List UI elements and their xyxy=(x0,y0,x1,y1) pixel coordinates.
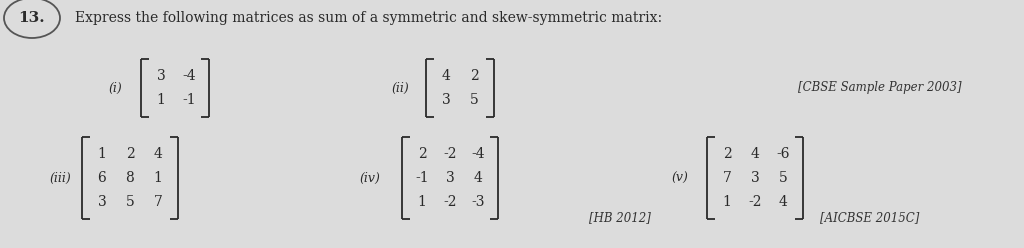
Text: 1: 1 xyxy=(154,171,163,185)
Text: -1: -1 xyxy=(182,93,196,107)
Text: 1: 1 xyxy=(97,147,106,161)
Text: 4: 4 xyxy=(441,69,451,83)
Text: 3: 3 xyxy=(441,93,451,107)
Text: 3: 3 xyxy=(97,195,106,209)
Text: [AICBSE 2015C]: [AICBSE 2015C] xyxy=(820,212,920,224)
Text: 2: 2 xyxy=(126,147,134,161)
Text: -2: -2 xyxy=(443,147,457,161)
Text: 3: 3 xyxy=(751,171,760,185)
Text: [HB 2012]: [HB 2012] xyxy=(589,212,651,224)
Text: [CBSE Sample Paper 2003]: [CBSE Sample Paper 2003] xyxy=(798,82,962,94)
Text: (ii): (ii) xyxy=(391,82,409,94)
Text: 1: 1 xyxy=(157,93,166,107)
Text: (iii): (iii) xyxy=(49,172,71,185)
Text: 5: 5 xyxy=(126,195,134,209)
Text: 4: 4 xyxy=(154,147,163,161)
Text: 4: 4 xyxy=(473,171,482,185)
Text: 2: 2 xyxy=(470,69,478,83)
Text: -4: -4 xyxy=(182,69,196,83)
Text: (i): (i) xyxy=(109,82,122,94)
Text: -1: -1 xyxy=(415,171,429,185)
Text: 4: 4 xyxy=(751,147,760,161)
Text: 3: 3 xyxy=(445,171,455,185)
Text: 7: 7 xyxy=(154,195,163,209)
Text: (v): (v) xyxy=(672,172,688,185)
Text: 8: 8 xyxy=(126,171,134,185)
Text: 4: 4 xyxy=(778,195,787,209)
Text: 2: 2 xyxy=(418,147,426,161)
Text: 6: 6 xyxy=(97,171,106,185)
Text: 7: 7 xyxy=(723,171,731,185)
Text: 5: 5 xyxy=(470,93,478,107)
Text: 5: 5 xyxy=(778,171,787,185)
Text: -6: -6 xyxy=(776,147,790,161)
Text: 13.: 13. xyxy=(18,11,45,25)
Text: 1: 1 xyxy=(723,195,731,209)
Text: (iv): (iv) xyxy=(359,172,381,185)
Text: -3: -3 xyxy=(471,195,484,209)
Text: 2: 2 xyxy=(723,147,731,161)
Text: -4: -4 xyxy=(471,147,484,161)
Text: Express the following matrices as sum of a symmetric and skew-symmetric matrix:: Express the following matrices as sum of… xyxy=(75,11,663,25)
Text: 3: 3 xyxy=(157,69,165,83)
Text: -2: -2 xyxy=(749,195,762,209)
Text: 1: 1 xyxy=(418,195,426,209)
Text: -2: -2 xyxy=(443,195,457,209)
